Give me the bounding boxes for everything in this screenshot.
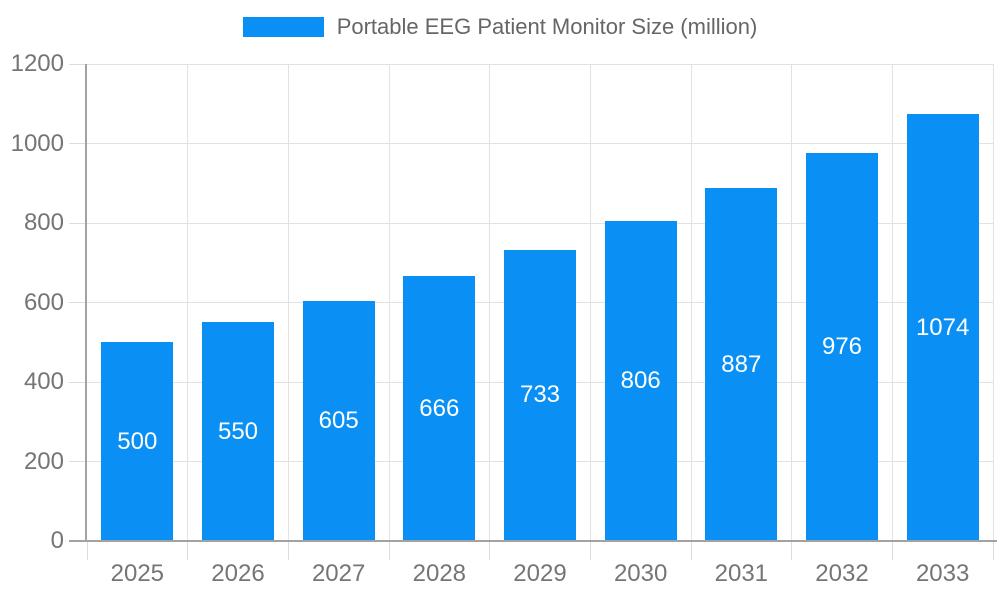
bar-value-label: 887 bbox=[721, 350, 762, 378]
bar bbox=[403, 276, 476, 541]
y-tick-label: 400 bbox=[23, 368, 64, 395]
bar-value-label: 500 bbox=[117, 427, 158, 455]
bar bbox=[202, 322, 274, 541]
bar-value-label: 1074 bbox=[915, 313, 970, 341]
x-gridline bbox=[791, 64, 793, 541]
y-tick-label: 600 bbox=[23, 288, 64, 316]
x-tick-label: 2030 bbox=[613, 560, 668, 587]
bar bbox=[906, 114, 979, 541]
legend-swatch-icon bbox=[242, 17, 324, 37]
bar-value-label: 976 bbox=[821, 333, 863, 361]
bar bbox=[101, 342, 174, 541]
x-axis-tick bbox=[891, 542, 893, 560]
y-axis-tick bbox=[69, 222, 87, 224]
y-tick-label: 200 bbox=[23, 447, 64, 475]
x-axis-tick bbox=[690, 542, 692, 560]
bar-value-label: 550 bbox=[217, 417, 259, 445]
y-axis-tick bbox=[69, 461, 87, 462]
bar-value-label: 806 bbox=[620, 366, 661, 394]
x-tick-label: 2031 bbox=[714, 560, 769, 587]
y-axis-tick bbox=[69, 143, 87, 144]
x-axis-tick bbox=[992, 542, 994, 560]
x-gridline bbox=[992, 64, 994, 541]
legend[interactable]: Portable EEG Patient Monitor Size (milli… bbox=[0, 14, 1000, 40]
x-axis-tick bbox=[187, 542, 189, 560]
legend-label: Portable EEG Patient Monitor Size (milli… bbox=[336, 14, 758, 39]
x-gridline bbox=[388, 64, 390, 541]
x-axis-tick bbox=[589, 542, 591, 560]
x-gridline bbox=[690, 64, 692, 541]
x-tick-label: 2026 bbox=[211, 560, 265, 587]
y-gridline bbox=[87, 63, 993, 65]
y-tick-label: 0 bbox=[50, 527, 64, 554]
x-tick-label: 2027 bbox=[311, 560, 366, 587]
x-tick-label: 2028 bbox=[412, 560, 467, 587]
x-tick-label: 2032 bbox=[815, 560, 869, 587]
x-axis-line bbox=[69, 540, 997, 542]
y-axis-tick bbox=[69, 381, 87, 383]
y-tick-label: 1000 bbox=[10, 129, 64, 157]
y-gridline bbox=[87, 143, 993, 144]
x-gridline bbox=[489, 64, 491, 541]
x-axis-tick bbox=[287, 542, 289, 560]
bar-value-label: 733 bbox=[519, 381, 561, 409]
x-axis-tick bbox=[489, 542, 491, 560]
x-axis-tick bbox=[388, 542, 390, 560]
bar bbox=[504, 249, 576, 541]
bar bbox=[302, 300, 375, 541]
bar bbox=[806, 153, 878, 541]
y-tick-label: 800 bbox=[23, 209, 64, 236]
bar bbox=[604, 220, 677, 541]
y-axis-tick bbox=[69, 302, 87, 303]
x-gridline bbox=[891, 64, 893, 541]
x-tick-label: 2029 bbox=[513, 560, 567, 587]
x-axis-tick bbox=[86, 542, 88, 560]
bar-value-label: 666 bbox=[419, 394, 460, 422]
bar bbox=[705, 188, 778, 541]
x-gridline bbox=[187, 64, 189, 541]
bar-value-label: 605 bbox=[318, 406, 359, 434]
x-tick-label: 2033 bbox=[915, 560, 970, 587]
x-gridline bbox=[589, 64, 591, 541]
y-tick-label: 1200 bbox=[10, 50, 64, 77]
x-tick-label: 2025 bbox=[110, 560, 165, 587]
y-axis-line bbox=[85, 64, 87, 542]
x-axis-tick bbox=[791, 542, 793, 560]
y-axis-tick bbox=[69, 63, 87, 65]
x-gridline bbox=[287, 64, 289, 541]
y-gridline bbox=[87, 222, 993, 224]
